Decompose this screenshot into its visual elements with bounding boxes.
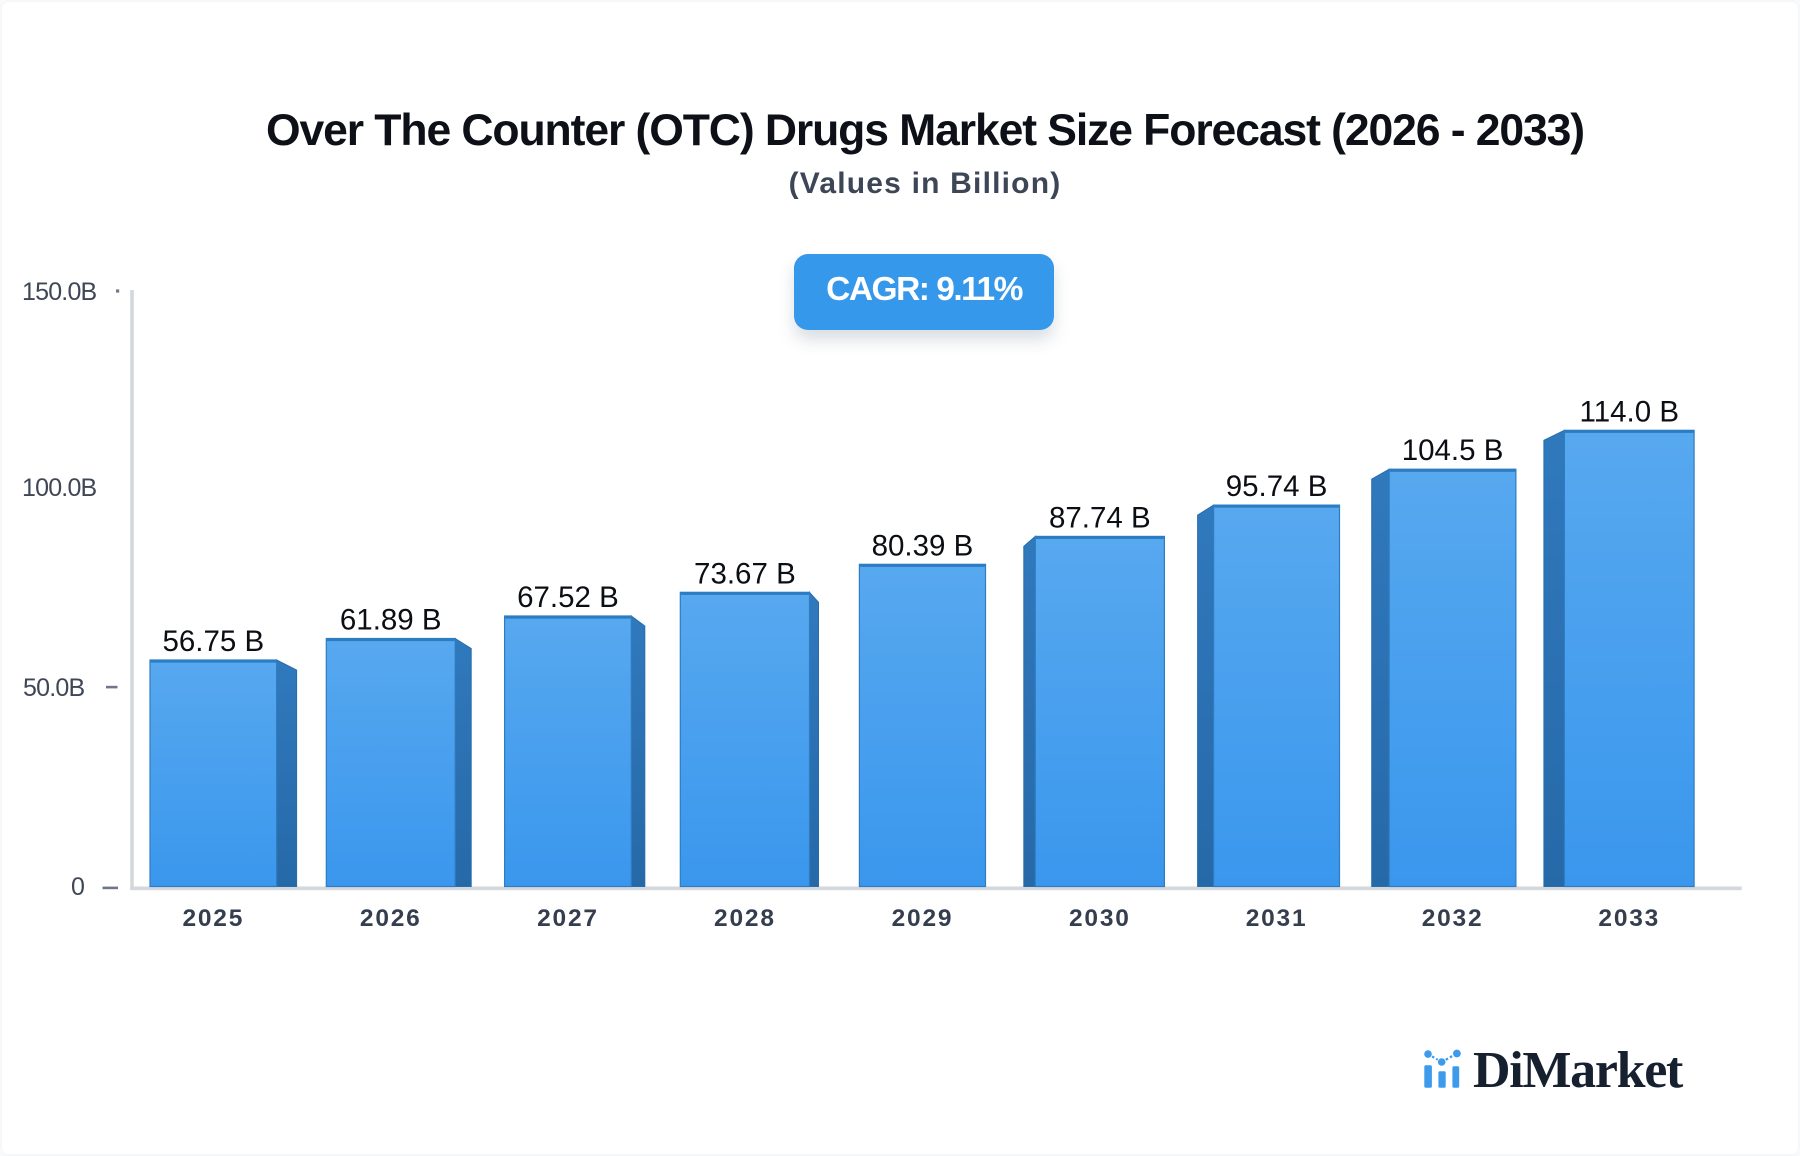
svg-text:2030: 2030	[1069, 905, 1131, 932]
svg-text:2032: 2032	[1422, 905, 1484, 932]
svg-text:2027: 2027	[537, 905, 599, 932]
svg-text:2026: 2026	[360, 905, 422, 932]
svg-text:50.0B: 50.0B	[23, 674, 84, 702]
svg-text:2031: 2031	[1246, 905, 1308, 932]
svg-text:104.5 B: 104.5 B	[1402, 434, 1504, 467]
svg-text:2028: 2028	[714, 905, 776, 932]
svg-text:150.0B: 150.0B	[22, 278, 97, 306]
svg-text:56.75 B: 56.75 B	[162, 625, 264, 658]
svg-text:67.52 B: 67.52 B	[517, 581, 619, 614]
svg-text:95.74 B: 95.74 B	[1226, 470, 1328, 503]
svg-text:80.39 B: 80.39 B	[872, 529, 974, 562]
svg-text:0: 0	[71, 873, 84, 901]
svg-text:100.0B: 100.0B	[22, 474, 97, 502]
svg-text:2029: 2029	[892, 905, 954, 932]
svg-text:87.74 B: 87.74 B	[1049, 501, 1151, 534]
svg-text:2033: 2033	[1598, 905, 1660, 932]
svg-text:73.67 B: 73.67 B	[694, 557, 796, 590]
svg-text:61.89 B: 61.89 B	[340, 604, 442, 637]
svg-text:2025: 2025	[182, 905, 244, 932]
svg-text:114.0 B: 114.0 B	[1579, 395, 1679, 428]
